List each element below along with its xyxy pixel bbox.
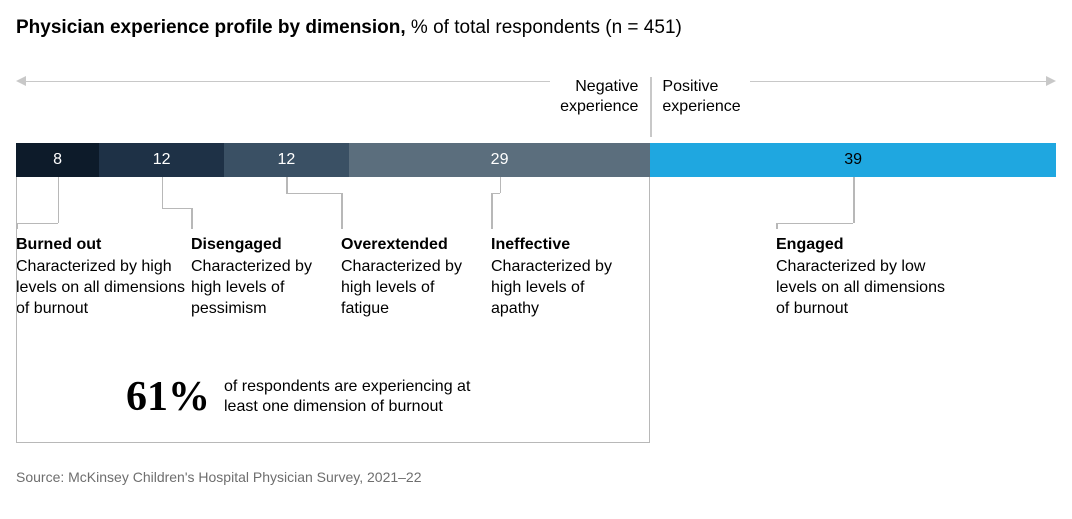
desc-title-engaged: Engaged [776, 235, 946, 256]
source-footnote: Source: McKinsey Children's Hospital Phy… [16, 469, 422, 485]
arrow-line-right [750, 81, 1046, 83]
chart-area: NegativeexperiencePositiveexperience 812… [16, 63, 1056, 493]
axis-label-negative-l2: experience [560, 98, 638, 115]
segment-engaged: 39 [650, 143, 1056, 177]
emphasis-stat-text-l1: of respondents are experiencing at [224, 378, 470, 395]
segment-overextended: 12 [224, 143, 349, 177]
emphasis-stat-value: 61% [126, 373, 210, 421]
arrow-line-left [26, 81, 550, 83]
emphasis-stat: 61% of respondents are experiencing at l… [126, 373, 470, 421]
chart-title: Physician experience profile by dimensio… [16, 16, 1056, 41]
chart-title-bold: Physician experience profile by dimensio… [16, 17, 406, 38]
chart-title-light: % of total respondents (n = 451) [406, 17, 682, 38]
midline [650, 77, 652, 137]
segment-disengaged: 12 [99, 143, 224, 177]
axis-label-negative-l1: Negative [575, 78, 638, 95]
desc-engaged: EngagedCharacterized by low levels on al… [776, 235, 946, 320]
axis-label-positive-l1: Positive [662, 78, 718, 95]
axis-label-negative: Negative experience [560, 77, 638, 117]
emphasis-stat-text: of respondents are experiencing at least… [224, 377, 470, 417]
stacked-bar: 812122939 [16, 143, 1056, 177]
axis-label-positive-l2: experience [662, 98, 740, 115]
segment-ineffective: 29 [349, 143, 651, 177]
arrow-head-right-icon [1046, 76, 1056, 86]
leader-h-engaged [776, 223, 853, 225]
desc-body-engaged: Characterized by low levels on all dimen… [776, 258, 945, 317]
leader-v2-engaged [776, 223, 778, 229]
segment-burned_out: 8 [16, 143, 99, 177]
emphasis-stat-text-l2: least one dimension of burnout [224, 398, 443, 415]
axis-label-positive: Positive experience [662, 77, 740, 117]
leader-v-engaged [853, 177, 855, 223]
diverging-arrows: NegativeexperiencePositiveexperience [16, 81, 1056, 82]
arrow-head-left-icon [16, 76, 26, 86]
